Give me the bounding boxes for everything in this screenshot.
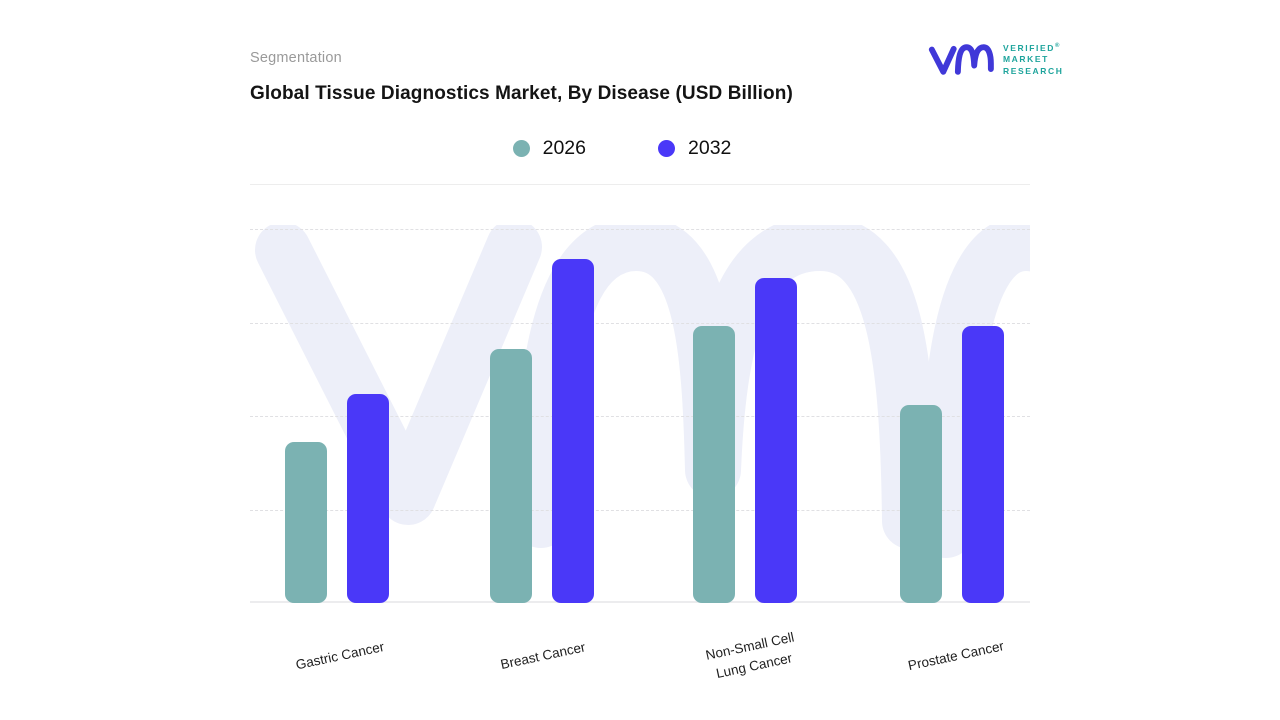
gridline	[250, 509, 1030, 511]
legend-label: 2032	[688, 136, 732, 159]
section-label: Segmentation	[250, 50, 342, 66]
brand-logo: VERIFIED® MARKET RESEARCH	[928, 40, 1064, 80]
legend-dot-icon	[512, 139, 530, 157]
x-axis-label: Non-Small Cell Lung Cancer	[704, 629, 796, 681]
legend-divider	[250, 184, 1030, 185]
x-axis-label: Prostate Cancer	[906, 638, 1006, 674]
brand-logo-text: VERIFIED® MARKET RESEARCH	[1003, 42, 1064, 79]
x-axis-label: Gastric Cancer	[294, 639, 386, 673]
legend-item-2032: 2032	[658, 137, 731, 160]
brand-word-verified: VERIFIED	[1003, 42, 1056, 53]
bar-2026-non-small-cell	[693, 326, 735, 603]
bar-2026-gastric-cancer	[285, 442, 327, 603]
gridline	[250, 416, 1030, 417]
bar-2032-gastric-cancer	[347, 394, 389, 603]
chart-title: Global Tissue Diagnostics Market, By Dis…	[250, 83, 793, 104]
plot-area	[250, 225, 1030, 603]
brand-word-market: MARKET	[1003, 54, 1049, 65]
bar-2032-prostate-cancer	[962, 326, 1004, 603]
gridline	[250, 229, 1030, 230]
vmr-monogram-icon	[928, 44, 994, 75]
gridline	[250, 322, 1030, 324]
bar-2032-non-small-cell	[755, 278, 797, 603]
legend-label: 2026	[542, 136, 586, 159]
bar-2026-breast-cancer	[490, 349, 532, 603]
chart-legend: 2026 2032	[232, 131, 1012, 165]
legend-dot-icon	[658, 139, 675, 157]
legend-item-2026: 2026	[512, 136, 586, 160]
registered-mark: ®	[1055, 42, 1060, 49]
bar-2032-breast-cancer	[552, 259, 594, 603]
x-axis-labels: Gastric Cancer Breast Cancer Non-Small Cel…	[250, 624, 1030, 704]
bar-2026-prostate-cancer	[900, 405, 942, 603]
x-axis-line	[250, 601, 1030, 603]
brand-word-research: RESEARCH	[1003, 66, 1064, 77]
x-axis-label: Breast Cancer	[499, 639, 587, 673]
